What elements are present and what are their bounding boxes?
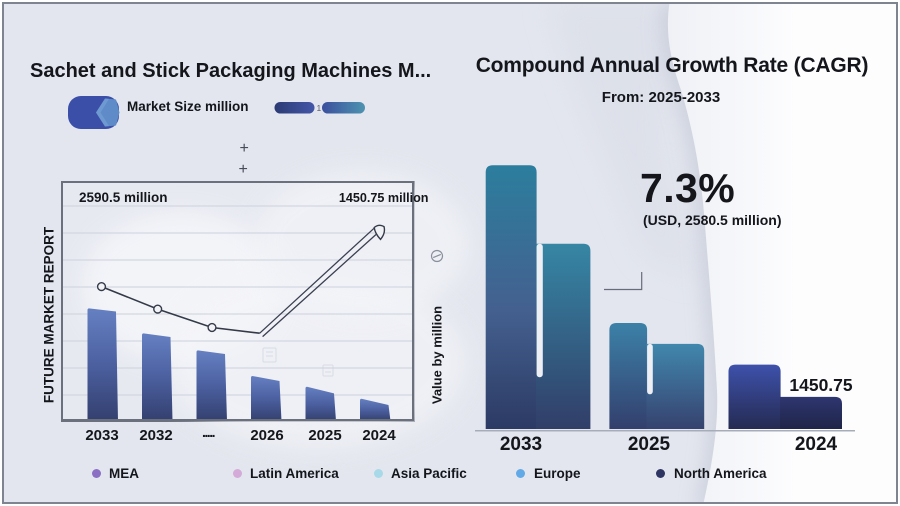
svg-text:1: 1	[317, 103, 322, 113]
svg-text:2590.5 million: 2590.5 million	[79, 190, 168, 205]
svg-text:1450.75 million: 1450.75 million	[339, 191, 429, 205]
